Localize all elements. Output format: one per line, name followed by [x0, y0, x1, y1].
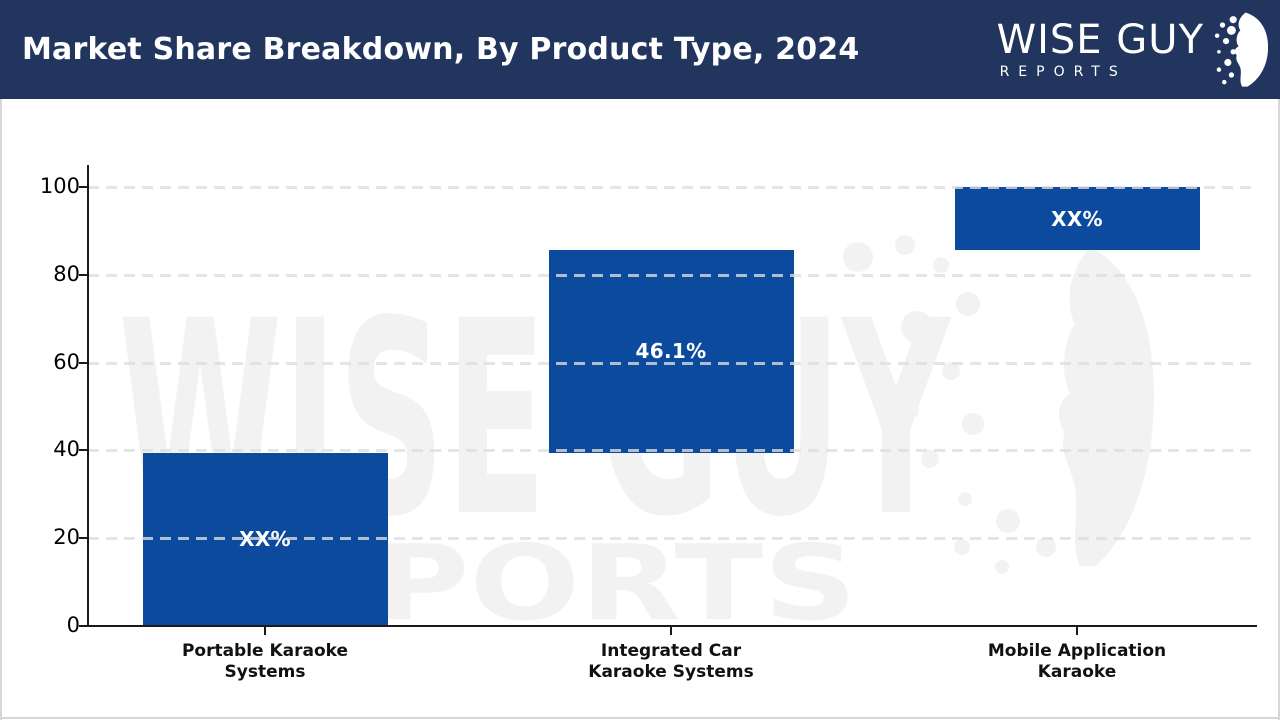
y-axis-line — [87, 165, 89, 627]
y-tick-label: 0 — [66, 613, 80, 637]
y-tick — [79, 537, 88, 540]
x-axis-line — [87, 625, 1257, 627]
left-border — [0, 99, 2, 720]
y-tick — [79, 625, 88, 627]
category-label-line: Integrated Car — [600, 641, 742, 661]
x-tick — [264, 627, 266, 635]
logo-wordmark: WISE GUY REPORTS — [997, 20, 1204, 80]
category-label-line: Systems — [224, 662, 306, 682]
category-label: Integrated Car Karaoke Systems — [506, 641, 836, 683]
gridline — [88, 273, 1257, 277]
category-label-line: Portable Karaoke — [181, 641, 349, 661]
category-label: Portable Karaoke Systems — [100, 641, 430, 683]
y-tick-label: 40 — [53, 437, 80, 462]
gridline — [88, 186, 1257, 189]
bar: XX% — [954, 187, 1200, 251]
x-tick — [670, 627, 672, 635]
bar: 46.1% — [548, 250, 794, 453]
logo-wordmark-line2: REPORTS — [999, 63, 1127, 80]
logo-face-icon — [1214, 12, 1268, 87]
y-tick — [79, 273, 88, 276]
bottom-border — [0, 717, 1280, 719]
category-label: Mobile Application Karaoke — [912, 641, 1242, 683]
right-border — [1278, 99, 1280, 720]
category-label-line: Karaoke Systems — [588, 662, 754, 682]
logo-wordmark-line1: WISE GUY — [996, 16, 1204, 63]
y-tick — [79, 361, 88, 364]
category-label-line: Karaoke — [1037, 662, 1117, 682]
gridline — [88, 361, 1257, 365]
x-tick — [1076, 627, 1078, 635]
y-tick-label: 60 — [53, 349, 80, 374]
page-title: Market Share Breakdown, By Product Type,… — [22, 32, 860, 67]
header: Market Share Breakdown, By Product Type,… — [0, 0, 1280, 99]
y-tick-label: 100 — [39, 174, 80, 198]
y-tick-label: 20 — [53, 525, 80, 550]
y-tick-label: 80 — [53, 261, 80, 286]
brand-logo: WISE GUY REPORTS — [997, 0, 1268, 99]
bar-value-label: XX% — [1051, 206, 1103, 231]
y-tick — [79, 186, 88, 188]
category-label-line: Mobile Application — [987, 641, 1167, 661]
watermark-face-icon — [1058, 247, 1154, 567]
bar-value-label: 46.1% — [635, 339, 707, 364]
gridline — [88, 537, 1257, 541]
y-tick — [79, 449, 88, 452]
gridline — [88, 449, 1257, 453]
